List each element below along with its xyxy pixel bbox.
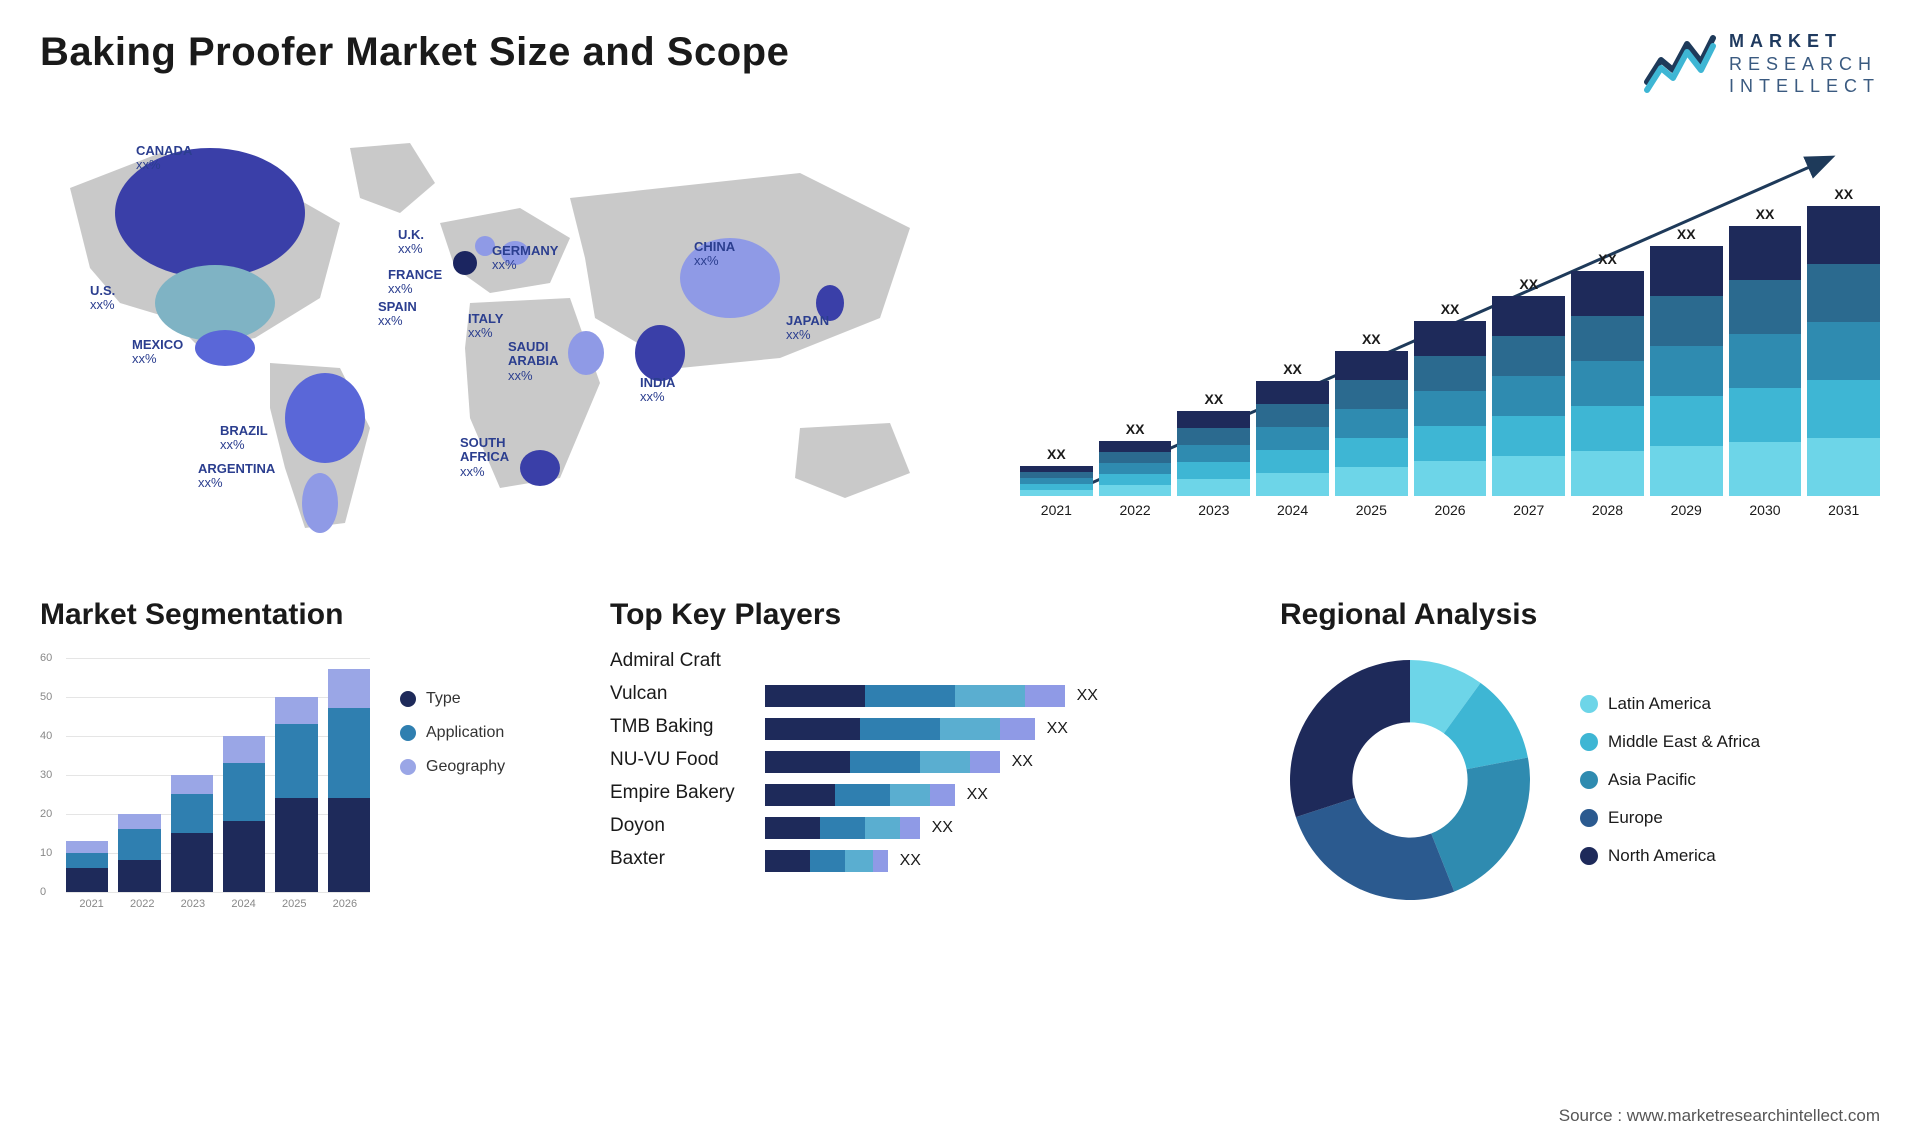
map-label: ARGENTINAxx% — [198, 462, 275, 492]
player-bars: XX XX XX XX XX XX — [765, 650, 1098, 872]
world-map: CANADAxx% U.S.xx% MEXICOxx% BRAZILxx% ARGENT… — [40, 128, 960, 548]
logo-text: MARKET RESEARCH INTELLECT — [1729, 30, 1880, 98]
growth-bar: XX2022 — [1099, 421, 1172, 518]
regional-legend: Latin America Middle East & Africa Asia Pa… — [1580, 694, 1760, 866]
player-name: Admiral Craft — [610, 650, 735, 672]
segmentation-title: Market Segmentation — [40, 598, 560, 632]
player-name: TMB Baking — [610, 716, 735, 738]
players-title: Top Key Players — [610, 598, 1230, 632]
bottom-row: Market Segmentation 0102030405060 202120… — [40, 598, 1880, 910]
growth-bar: XX2029 — [1650, 226, 1723, 518]
player-name: Baxter — [610, 848, 735, 870]
donut-slice — [1296, 797, 1454, 899]
growth-bar: XX2027 — [1492, 276, 1565, 518]
regional-section: Regional Analysis Latin America Middle Ea… — [1280, 598, 1880, 910]
legend-item: Application — [400, 724, 505, 742]
growth-bar: XX2026 — [1414, 301, 1487, 518]
growth-bar: XX2024 — [1256, 361, 1329, 518]
growth-bar: XX2023 — [1177, 391, 1250, 518]
legend-item: Europe — [1580, 808, 1760, 828]
top-row: CANADAxx% U.S.xx% MEXICOxx% BRAZILxx% ARGENT… — [40, 128, 1880, 548]
page-title: Baking Proofer Market Size and Scope — [40, 30, 789, 75]
segmentation-bar — [118, 814, 160, 892]
map-label: ITALYxx% — [468, 312, 503, 342]
player-name: NU-VU Food — [610, 749, 735, 771]
player-name: Empire Bakery — [610, 782, 735, 804]
map-label: CHINAxx% — [694, 240, 735, 270]
map-label: U.S.xx% — [90, 284, 115, 314]
player-bar-row: XX — [765, 817, 1098, 839]
map-label: INDIAxx% — [640, 376, 675, 406]
growth-bar: XX2031 — [1807, 186, 1880, 518]
segmentation-bar — [275, 697, 317, 892]
player-name: Vulcan — [610, 683, 735, 705]
segmentation-chart: 0102030405060 202120222023202420252026 — [40, 650, 370, 910]
legend-item: Asia Pacific — [1580, 770, 1760, 790]
logo-icon — [1643, 32, 1717, 96]
legend-item: Geography — [400, 758, 505, 776]
players-section: Top Key Players Admiral Craft Vulcan TMB B… — [610, 598, 1230, 910]
growth-bar: XX2021 — [1020, 446, 1093, 518]
player-name: Doyon — [610, 815, 735, 837]
map-label: GERMANYxx% — [492, 244, 558, 274]
segmentation-bar — [223, 736, 265, 892]
player-names: Admiral Craft Vulcan TMB Baking NU-VU Food E… — [610, 650, 735, 872]
map-label: U.K.xx% — [398, 228, 424, 258]
player-bar-row: XX — [765, 784, 1098, 806]
legend-item: Middle East & Africa — [1580, 732, 1760, 752]
segmentation-legend: Type Application Geography — [400, 650, 505, 910]
growth-bar: XX2025 — [1335, 331, 1408, 518]
segmentation-section: Market Segmentation 0102030405060 202120… — [40, 598, 560, 910]
player-bar-row — [765, 652, 1098, 674]
regional-title: Regional Analysis — [1280, 598, 1880, 632]
legend-item: Type — [400, 690, 505, 708]
map-label: FRANCExx% — [388, 268, 442, 298]
donut-slice — [1290, 660, 1410, 817]
segmentation-bar — [171, 775, 213, 892]
growth-bar: XX2030 — [1729, 206, 1802, 518]
growth-chart: XX2021XX2022XX2023XX2024XX2025XX2026XX20… — [1020, 128, 1880, 548]
player-bar-row: XX — [765, 751, 1098, 773]
segmentation-bar — [66, 841, 108, 892]
player-bar-row: XX — [765, 850, 1098, 872]
map-label: CANADAxx% — [136, 144, 192, 174]
map-label: MEXICOxx% — [132, 338, 183, 368]
map-label: JAPANxx% — [786, 314, 829, 344]
segmentation-bar — [328, 669, 370, 891]
legend-item: Latin America — [1580, 694, 1760, 714]
map-label: BRAZILxx% — [220, 424, 268, 454]
map-label: SAUDIARABIAxx% — [508, 340, 559, 385]
player-bar-row: XX — [765, 685, 1098, 707]
map-label: SPAINxx% — [378, 300, 417, 330]
map-label: SOUTHAFRICAxx% — [460, 436, 509, 481]
header: Baking Proofer Market Size and Scope MAR… — [40, 30, 1880, 98]
player-bar-row: XX — [765, 718, 1098, 740]
regional-donut — [1280, 650, 1540, 910]
source-text: Source : www.marketresearchintellect.com — [1559, 1106, 1880, 1126]
legend-item: North America — [1580, 846, 1760, 866]
logo: MARKET RESEARCH INTELLECT — [1643, 30, 1880, 98]
growth-bar: XX2028 — [1571, 251, 1644, 518]
